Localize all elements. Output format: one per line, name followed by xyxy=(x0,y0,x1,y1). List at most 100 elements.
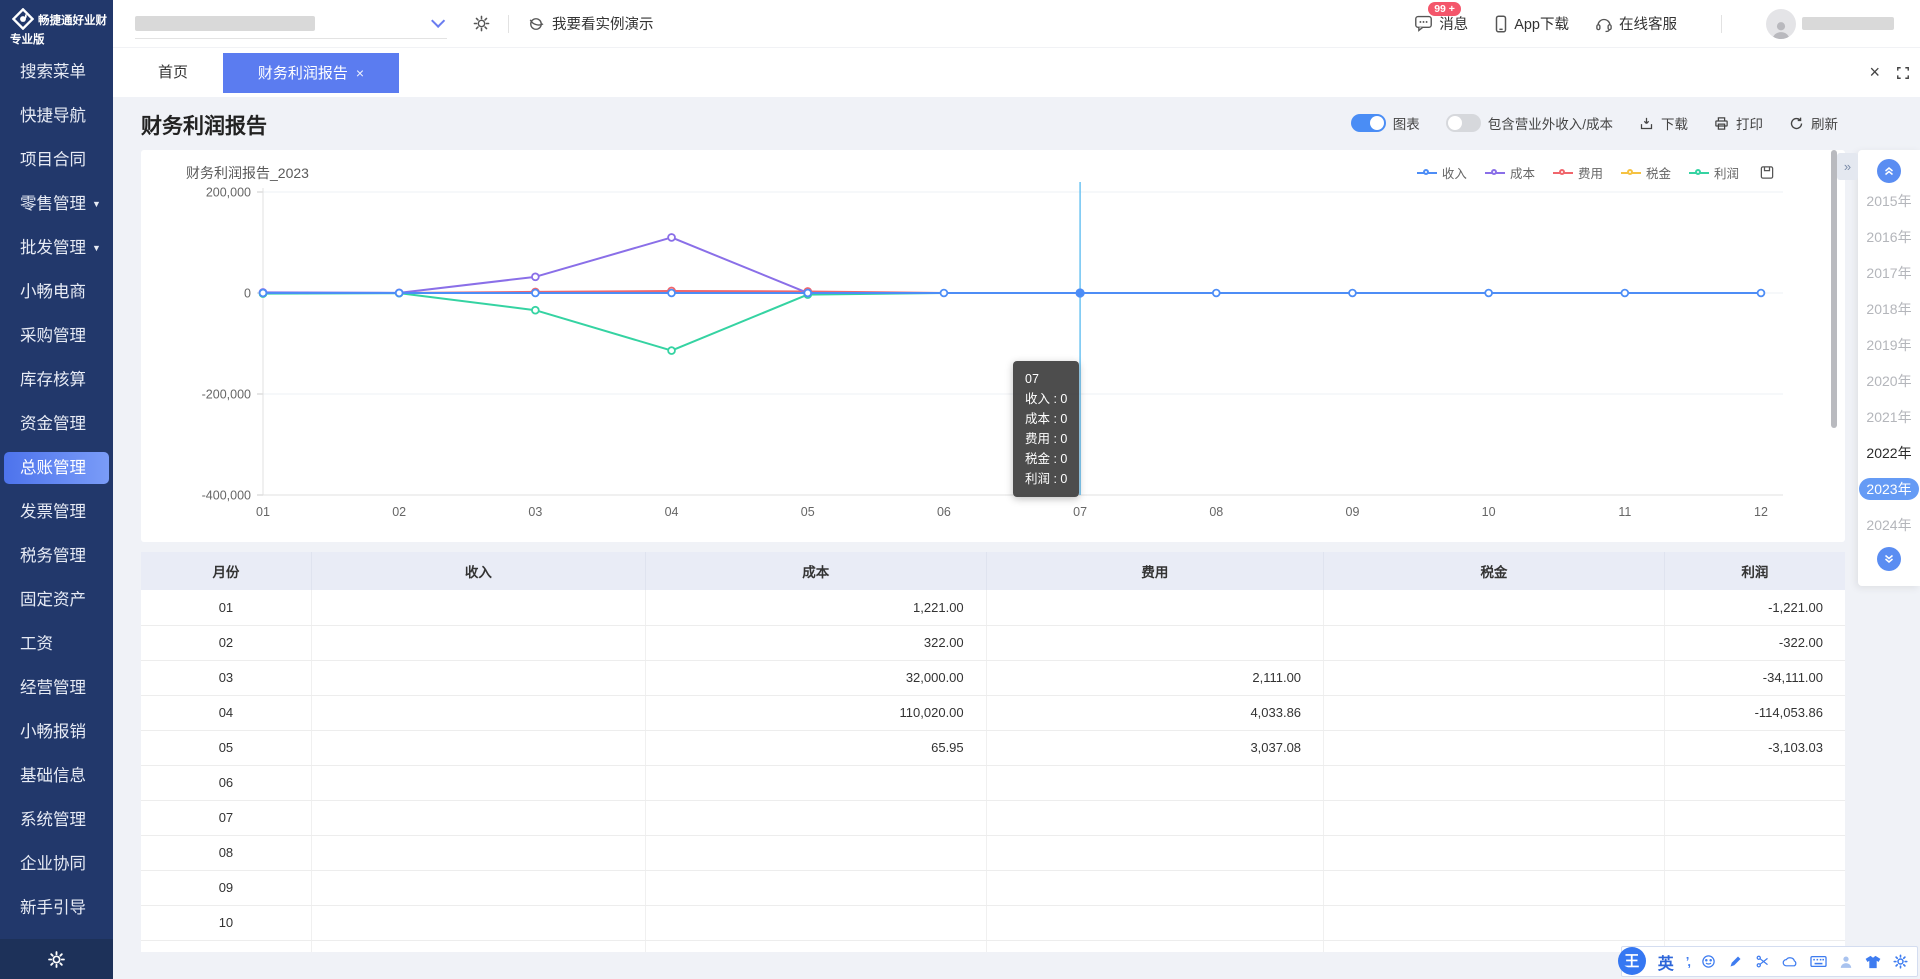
legend-item[interactable]: 成本 xyxy=(1484,163,1535,182)
close-all-icon[interactable]: × xyxy=(1869,62,1880,82)
user-account[interactable] xyxy=(1766,8,1894,39)
sidebar-item[interactable]: 发票管理 xyxy=(0,490,113,534)
smiley-icon[interactable] xyxy=(1701,954,1716,969)
table-row[interactable]: 06 xyxy=(141,765,1845,801)
app-logo: 畅捷通好业财 专业版 xyxy=(0,0,113,50)
pencil-icon[interactable] xyxy=(1728,954,1743,969)
gear-icon[interactable] xyxy=(1893,954,1908,969)
years-scroll-up-button[interactable] xyxy=(1877,159,1901,183)
years-scroll-down-button[interactable] xyxy=(1877,547,1901,571)
scrollbar-thumb[interactable] xyxy=(1831,150,1837,428)
table-row[interactable]: 02 322.00 -322.00 xyxy=(141,625,1845,661)
sidebar-item[interactable]: 基础信息 xyxy=(0,754,113,798)
table-cell: -322.00 xyxy=(1664,625,1845,661)
cloud-icon[interactable] xyxy=(1782,955,1798,968)
demo-link[interactable]: 我要看实例演示 xyxy=(527,13,654,34)
sidebar-item[interactable]: 库存核算 xyxy=(0,358,113,402)
legend-item[interactable]: 利润 xyxy=(1688,163,1739,182)
table-row[interactable]: 03 32,000.00 2,111.00 -34,111.00 xyxy=(141,660,1845,696)
print-button[interactable]: 打印 xyxy=(1714,113,1763,133)
table-row[interactable]: 10 xyxy=(141,905,1845,941)
year-item[interactable]: 2020年 xyxy=(1866,373,1912,389)
sidebar-item[interactable]: 采购管理 xyxy=(0,314,113,358)
table-row[interactable]: 09 xyxy=(141,870,1845,906)
sidebar-item[interactable]: 批发管理 ▼ xyxy=(0,226,113,270)
year-item[interactable]: 2017年 xyxy=(1866,265,1912,281)
fullscreen-icon[interactable] xyxy=(1896,62,1910,83)
messages-button[interactable]: 99 + 消息 xyxy=(1414,2,1468,34)
sidebar-item[interactable]: 项目合同 xyxy=(0,138,113,182)
refresh-label: 刷新 xyxy=(1811,117,1838,132)
sidebar-item[interactable]: 零售管理 ▼ xyxy=(0,182,113,226)
chart-toggle[interactable]: 图表 xyxy=(1350,113,1420,133)
year-item[interactable]: 2018年 xyxy=(1866,301,1912,317)
app-download-button[interactable]: App下载 xyxy=(1494,13,1569,34)
table-row[interactable]: 11 xyxy=(141,940,1845,952)
sidebar-item[interactable]: 搜索菜单 xyxy=(0,50,113,94)
person-icon[interactable] xyxy=(1839,955,1853,969)
sidebar-item-label: 小畅报销 xyxy=(20,723,86,741)
table-cell xyxy=(1323,625,1665,661)
sidebar-item[interactable]: 小畅报销 xyxy=(0,710,113,754)
keyboard-icon[interactable] xyxy=(1810,955,1827,968)
topbar-divider xyxy=(508,14,509,33)
ime-language-toggle[interactable]: 英 xyxy=(1657,955,1674,973)
scissors-icon[interactable] xyxy=(1755,954,1770,969)
year-item[interactable]: 2024年 xyxy=(1866,517,1912,533)
include-toggle-switch[interactable] xyxy=(1445,114,1481,132)
sidebar-item[interactable]: 工资 xyxy=(0,622,113,666)
svg-text:01: 01 xyxy=(256,505,270,519)
ime-logo-icon[interactable]: 王 xyxy=(1617,946,1646,975)
sidebar-item[interactable]: 新手引导 xyxy=(0,886,113,930)
sidebar-item[interactable]: 资金管理 xyxy=(0,402,113,446)
tab-home-label: 首页 xyxy=(157,64,188,81)
table-row[interactable]: 07 xyxy=(141,800,1845,836)
year-item[interactable]: 2019年 xyxy=(1866,337,1912,353)
year-item[interactable]: 2015年 xyxy=(1866,193,1912,209)
table-row[interactable]: 01 1,221.00 -1,221.00 xyxy=(141,590,1845,626)
topbar-gear-button[interactable] xyxy=(473,15,490,32)
table-row[interactable]: 04 110,020.00 4,033.86 -114,053.86 xyxy=(141,695,1845,731)
print-label: 打印 xyxy=(1736,117,1763,132)
table-row[interactable]: 08 xyxy=(141,835,1845,871)
shirt-icon[interactable] xyxy=(1865,955,1881,969)
year-item[interactable]: 2016年 xyxy=(1866,229,1912,245)
tab-close-icon[interactable]: × xyxy=(355,65,365,81)
year-item[interactable]: 2021年 xyxy=(1866,409,1912,425)
ime-punctuation-toggle[interactable]: ’, xyxy=(1685,954,1691,969)
sidebar-item[interactable]: 税务管理 xyxy=(0,534,113,578)
legend-item[interactable]: 收入 xyxy=(1416,163,1467,182)
refresh-button[interactable]: 刷新 xyxy=(1789,113,1838,133)
table-row[interactable]: 05 65.95 3,037.08 -3,103.03 xyxy=(141,730,1845,766)
sidebar-item[interactable]: 系统管理 xyxy=(0,798,113,842)
sidebar-item[interactable]: 小畅电商 xyxy=(0,270,113,314)
settings-gear-icon[interactable] xyxy=(48,950,65,968)
sidebar-item-label: 经营管理 xyxy=(20,679,86,697)
chart-toggle-switch[interactable] xyxy=(1350,114,1386,132)
sidebar-item[interactable]: 固定资产 xyxy=(0,578,113,622)
sidebar-item[interactable]: 企业协同 xyxy=(0,842,113,886)
download-button[interactable]: 下载 xyxy=(1639,113,1688,133)
sidebar-item[interactable]: 经营管理 xyxy=(0,666,113,710)
legend-item[interactable]: 费用 xyxy=(1552,163,1603,182)
year-item[interactable]: 2023年 xyxy=(1859,478,1919,500)
legend-label: 利润 xyxy=(1713,167,1739,181)
sidebar-item[interactable]: 快捷导航 xyxy=(0,94,113,138)
year-item[interactable]: 2022年 xyxy=(1866,445,1912,461)
include-nonoperating-toggle[interactable]: 包含营业外收入/成本 xyxy=(1445,113,1613,133)
table-cell xyxy=(1323,695,1665,731)
legend-item[interactable]: 税金 xyxy=(1620,163,1671,182)
save-icon[interactable] xyxy=(1759,165,1775,180)
line-chart[interactable]: 200,000 0 -200,000 -400,000 01 02 03 04 05 06 07 08… xyxy=(141,180,1841,530)
support-button[interactable]: 在线客服 xyxy=(1595,13,1677,34)
sidebar-item[interactable]: 总账管理 xyxy=(4,452,109,484)
table-cell xyxy=(311,940,646,952)
tab-home[interactable]: 首页 xyxy=(143,53,203,93)
collapse-panel-button[interactable]: » xyxy=(1837,153,1858,180)
table-cell: 1,221.00 xyxy=(645,590,987,626)
table-cell xyxy=(645,870,987,906)
legend-label: 收入 xyxy=(1441,167,1467,181)
org-selector[interactable] xyxy=(135,9,447,39)
table-cell xyxy=(645,765,987,801)
tab-finance-profit-report[interactable]: 财务利润报告 × xyxy=(223,53,399,93)
